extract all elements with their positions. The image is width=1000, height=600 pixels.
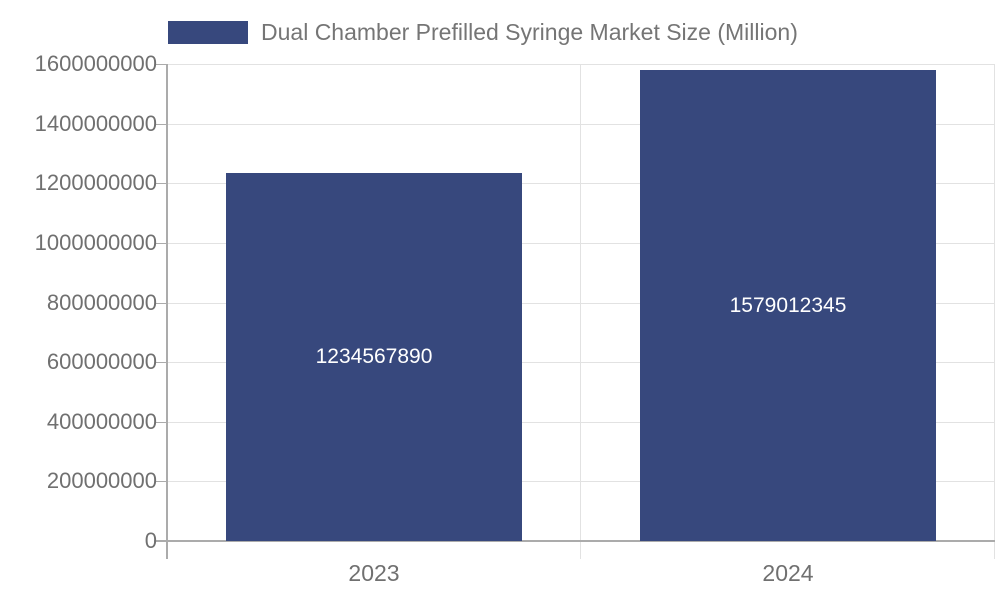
y-tick-label: 1000000000	[34, 230, 157, 255]
y-axis-tick	[155, 362, 167, 363]
legend-label: Dual Chamber Prefilled Syringe Market Si…	[261, 19, 798, 45]
y-gridline	[155, 183, 995, 184]
bar-2023	[226, 173, 522, 541]
category-boundary-gridline	[994, 64, 995, 559]
bar-value-label: 1234567890	[315, 345, 433, 368]
y-axis-tick	[155, 481, 167, 482]
bar-value-label: 1579012345	[729, 294, 847, 317]
y-gridline	[155, 124, 995, 125]
y-gridline	[155, 422, 995, 423]
y-tick-label: 800000000	[46, 290, 157, 315]
y-axis-tick	[155, 243, 167, 244]
y-axis-tick	[155, 422, 167, 423]
category-boundary-gridline	[580, 64, 581, 559]
y-tick-label: 400000000	[46, 409, 157, 434]
y-axis-tick	[155, 183, 167, 184]
y-tick-label: 200000000	[46, 468, 157, 493]
chart-legend: Dual Chamber Prefilled Syringe Market Si…	[168, 19, 798, 45]
y-gridline	[155, 303, 995, 304]
y-gridline	[155, 243, 995, 244]
y-gridline	[155, 481, 995, 482]
y-tick-label: 1200000000	[34, 170, 157, 195]
x-tick-label: 2024	[762, 560, 814, 586]
y-gridline	[155, 64, 995, 65]
y-tick-label: 1400000000	[34, 111, 157, 136]
y-gridline	[155, 362, 995, 363]
x-axis-line	[154, 540, 995, 542]
y-axis-tick	[155, 64, 167, 65]
x-tick-label: 2023	[348, 560, 400, 586]
y-axis-line	[166, 64, 168, 559]
legend-swatch	[168, 20, 248, 44]
y-axis-tick	[155, 303, 167, 304]
y-axis-tick	[155, 124, 167, 125]
y-tick-label: 1600000000	[34, 51, 157, 76]
y-tick-label: 0	[144, 528, 157, 553]
bar-2024	[640, 70, 936, 541]
y-tick-label: 600000000	[46, 349, 157, 374]
